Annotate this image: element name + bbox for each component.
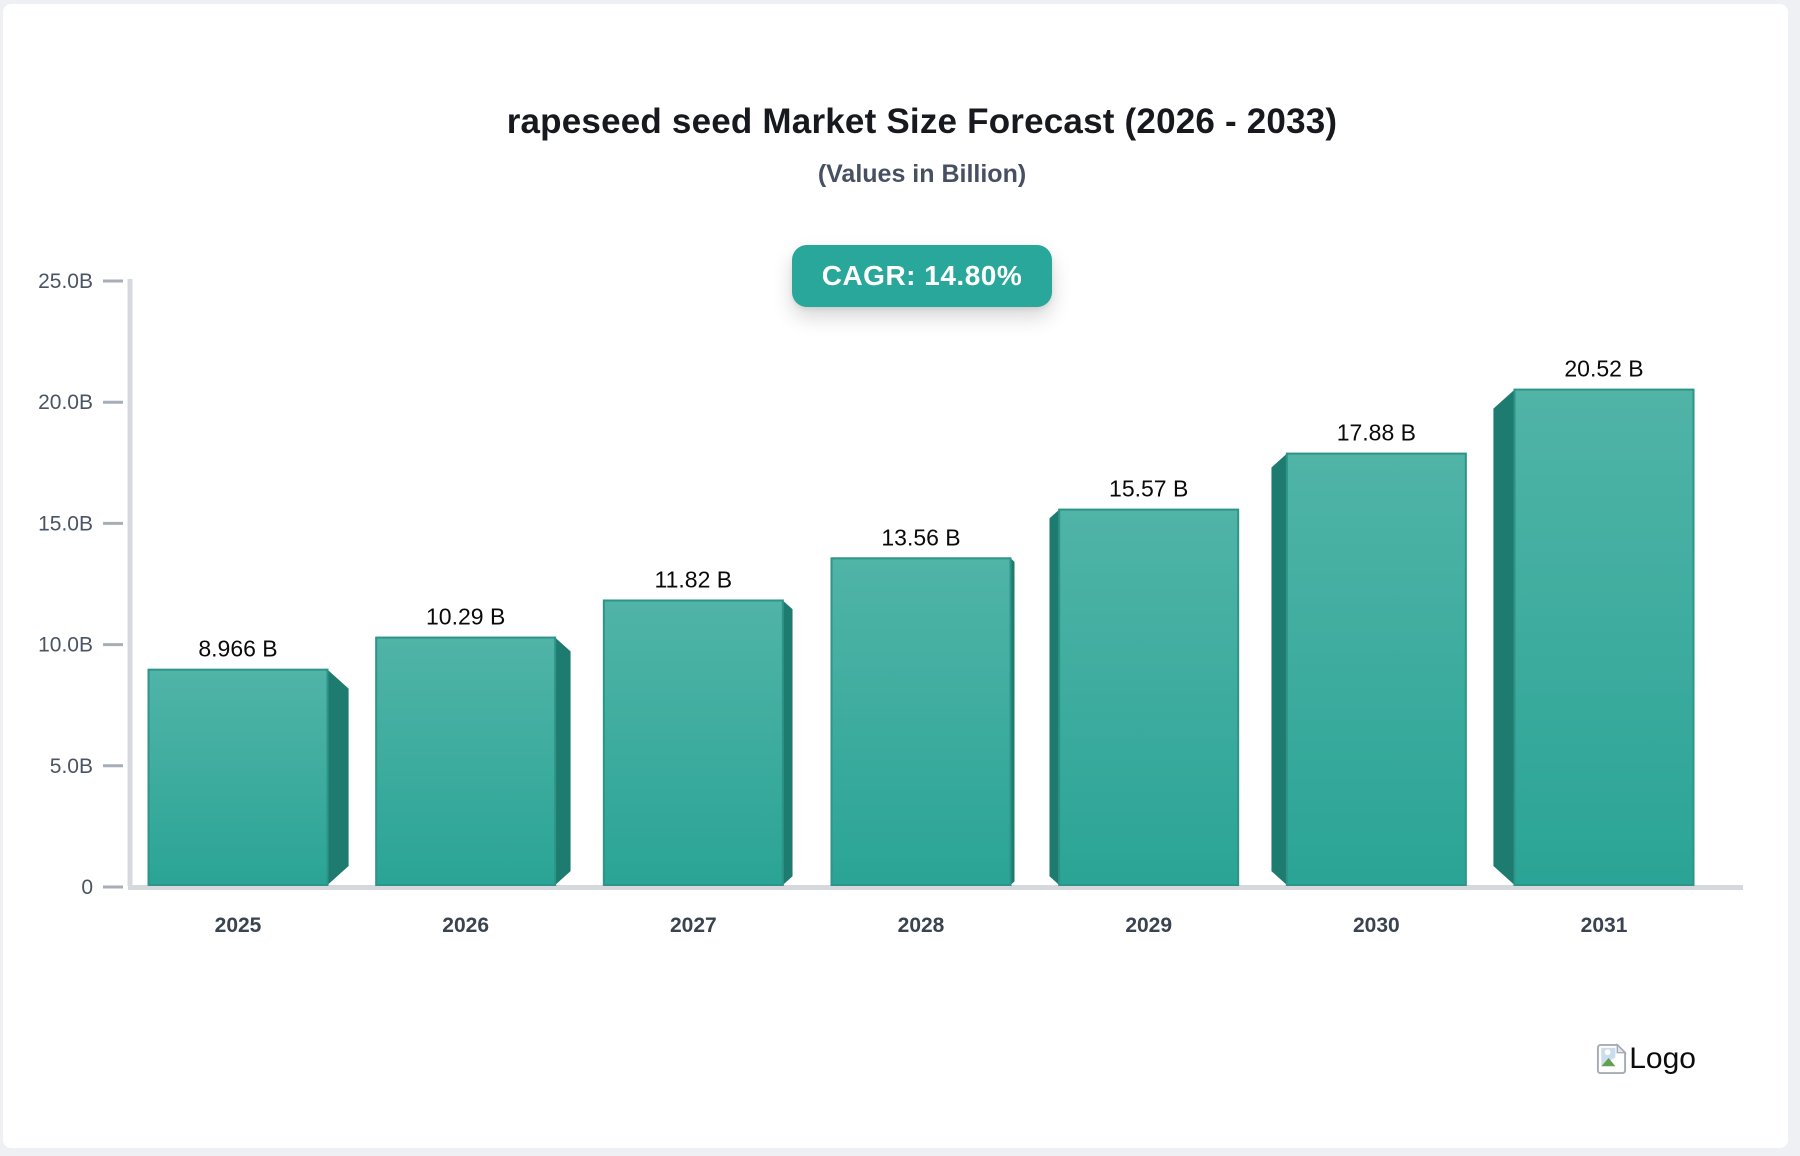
y-axis-tick-label: 15.0B	[38, 512, 93, 535]
bar-2028: 13.56 B 2028	[830, 524, 1015, 937]
y-axis-tick-label: 5.0B	[50, 755, 93, 778]
bar-front-face	[1285, 452, 1467, 886]
bar-front-face	[1513, 388, 1695, 886]
bar-front-face	[147, 668, 329, 887]
x-axis-category-label: 2025	[215, 914, 262, 937]
x-axis-category-label: 2026	[442, 914, 489, 937]
x-axis-category-label: 2027	[670, 914, 717, 937]
bar-front-face	[830, 557, 1012, 886]
bar-2029: 15.57 B 2029	[1049, 476, 1240, 937]
cagr-badge: CAGR: 14.80%	[791, 244, 1053, 307]
bar-side-face	[1049, 509, 1060, 885]
y-axis-tick-label: 20.0B	[38, 391, 93, 414]
x-axis-category-label: 2029	[1125, 914, 1172, 937]
bar-value-label: 10.29 B	[426, 604, 505, 630]
bar-2031: 20.52 B 2031	[1493, 356, 1695, 937]
y-axis-tick-label: 0	[81, 876, 93, 899]
bar-2027: 11.82 B 2027	[602, 566, 793, 937]
broken-image-icon	[1597, 1043, 1628, 1075]
x-axis-category-label: 2031	[1581, 914, 1628, 937]
bar-value-label: 15.57 B	[1109, 476, 1188, 502]
logo-alt-text: Logo	[1629, 1042, 1696, 1075]
bar-value-label: 8.966 B	[198, 636, 277, 662]
bar-2026: 10.29 B 2026	[375, 604, 571, 937]
y-axis-tick-label: 25.0B	[38, 270, 93, 293]
bar-value-label: 11.82 B	[655, 566, 733, 592]
bar-side-face	[782, 600, 793, 885]
bar-value-label: 17.88 B	[1337, 420, 1416, 446]
chart-subtitle: (Values in Billion)	[817, 159, 1027, 188]
x-axis-category-label: 2030	[1353, 914, 1400, 937]
bar-side-face	[555, 637, 571, 885]
bar-2025: 8.966 B 2025	[147, 636, 349, 937]
bar-front-face	[375, 636, 557, 886]
logo-placeholder: Logo	[1595, 1042, 1696, 1075]
bar-value-label: 20.52 B	[1564, 356, 1643, 382]
chart-header: rapeseed seed Market Size Forecast (2026…	[44, 100, 1800, 307]
bar-side-face	[1493, 389, 1515, 885]
x-axis-category-label: 2028	[898, 914, 945, 937]
bar-front-face	[1058, 508, 1240, 886]
bar-front-face	[602, 599, 784, 887]
bar-side-face	[327, 669, 349, 885]
y-axis-tick-label: 10.0B	[38, 634, 93, 657]
bar-2030: 17.88 B 2030	[1271, 420, 1467, 937]
bar-side-face	[1271, 453, 1287, 885]
bar-value-label: 13.56 B	[881, 524, 960, 550]
chart-title: rapeseed seed Market Size Forecast (2026…	[506, 102, 1338, 141]
